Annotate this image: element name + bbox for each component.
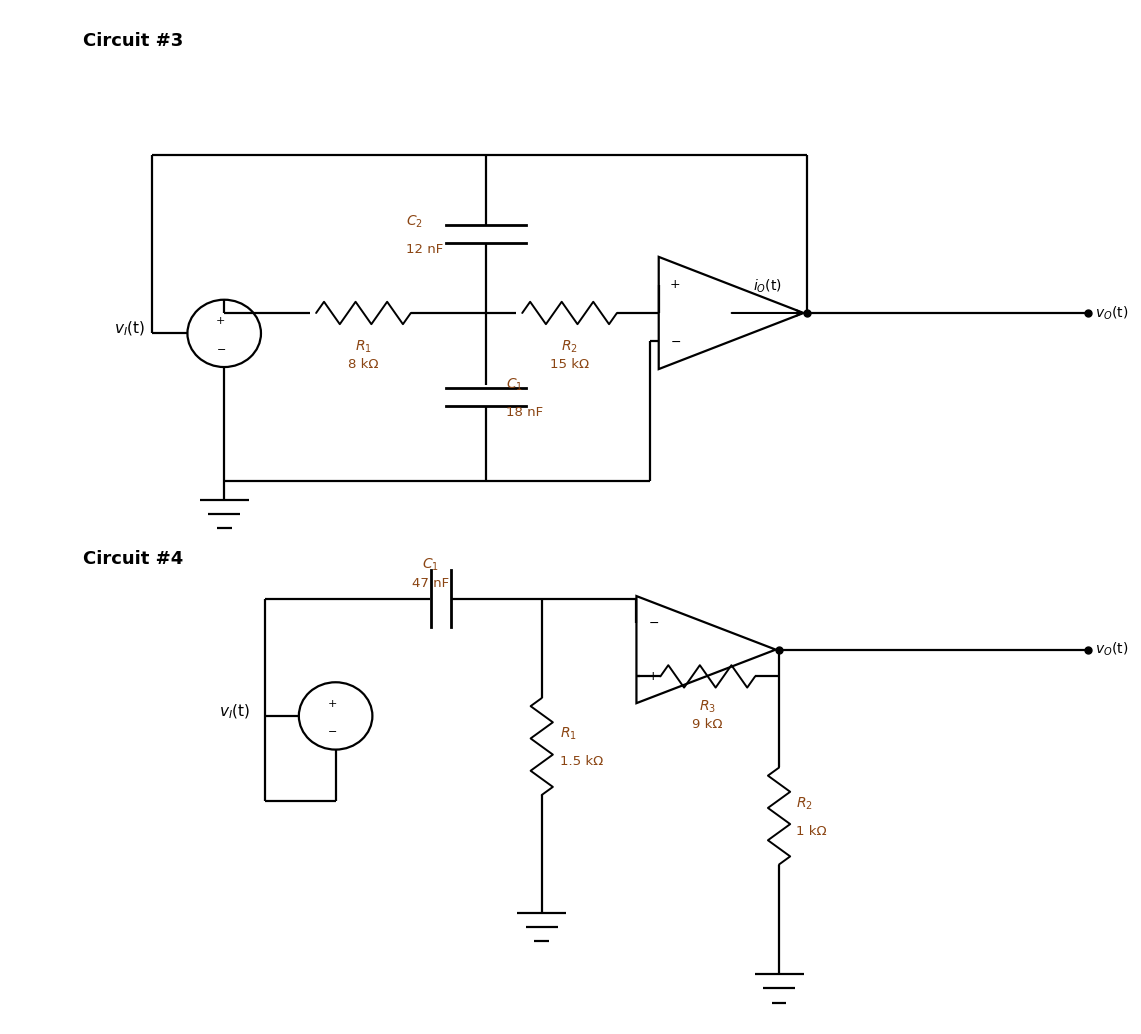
Text: 1 kΩ: 1 kΩ [795,825,826,838]
Text: $-$: $-$ [648,616,658,630]
Text: +: + [216,316,226,326]
Text: $C_2$: $C_2$ [406,213,422,230]
Text: $R_3$: $R_3$ [699,699,717,716]
Text: 1.5 kΩ: 1.5 kΩ [559,755,602,768]
Text: $R_2$: $R_2$ [561,338,578,355]
Text: $R_1$: $R_1$ [559,726,576,742]
Text: +: + [670,278,681,292]
Text: $R_1$: $R_1$ [355,338,372,355]
Text: $-$: $-$ [670,335,681,347]
Text: $R_2$: $R_2$ [795,795,812,812]
Text: $C_1$: $C_1$ [507,376,523,393]
Text: $v_O$(t): $v_O$(t) [1095,304,1128,322]
Text: +: + [327,699,337,708]
Text: $v_O$(t): $v_O$(t) [1095,641,1128,659]
Text: 9 kΩ: 9 kΩ [693,719,723,731]
Text: 47 nF: 47 nF [412,577,448,590]
Text: $i_O$(t): $i_O$(t) [753,277,783,295]
Text: $v_I$(t): $v_I$(t) [114,321,145,338]
Text: $-$: $-$ [216,342,226,353]
Text: $C_1$: $C_1$ [422,556,439,573]
Text: Circuit #4: Circuit #4 [82,550,183,568]
Text: 18 nF: 18 nF [507,406,543,419]
Text: 15 kΩ: 15 kΩ [550,358,589,371]
Text: $-$: $-$ [327,725,338,735]
Text: 8 kΩ: 8 kΩ [348,358,379,371]
Text: $v_I$(t): $v_I$(t) [219,703,250,721]
Text: Circuit #3: Circuit #3 [82,32,183,51]
Text: 12 nF: 12 nF [406,243,443,255]
Text: +: + [648,670,658,682]
